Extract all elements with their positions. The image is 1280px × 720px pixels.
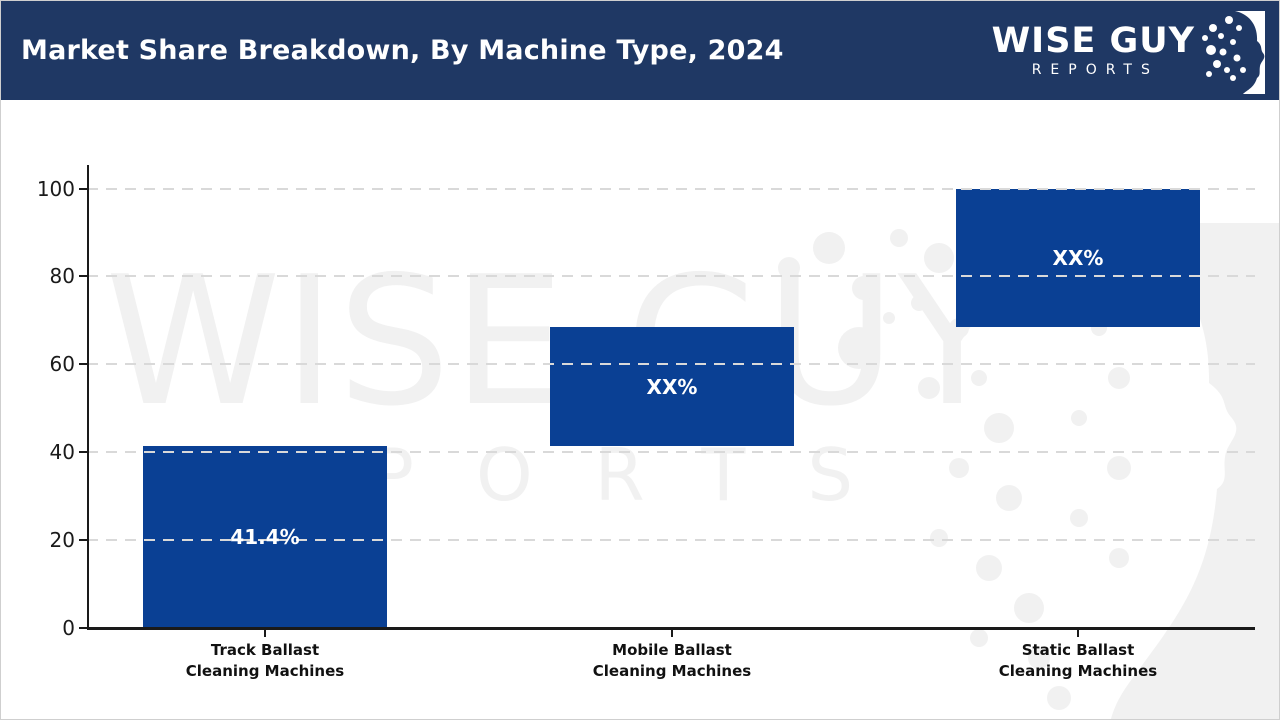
gridline-40 <box>87 451 1255 454</box>
gridline-60 <box>87 363 1255 366</box>
ytick-80 <box>79 275 87 278</box>
header: Market Share Breakdown, By Machine Type,… <box>1 1 1279 100</box>
gridline-80 <box>87 275 1255 278</box>
xtick-0 <box>264 629 266 637</box>
ytick-20 <box>79 539 87 542</box>
xtick-2 <box>1077 629 1079 637</box>
page-title: Market Share Breakdown, By Machine Type,… <box>21 35 784 66</box>
logo-face-icon <box>1202 10 1265 94</box>
category-line1: Track Ballast <box>210 641 320 659</box>
ytick-0 <box>79 627 87 629</box>
logo-wiseguy-label: WISE GUY <box>991 21 1195 61</box>
ytick-label-20: 20 <box>49 528 75 553</box>
ytick-60 <box>79 363 87 366</box>
gridline-100 <box>87 187 1255 190</box>
bar-segment-0 <box>143 446 387 628</box>
x-axis <box>87 627 1255 630</box>
bar-value-label-0: 41.4% <box>230 525 300 550</box>
category-line2: Cleaning Machines <box>998 662 1158 680</box>
y-axis <box>87 165 89 630</box>
bar-segment-1 <box>550 327 794 447</box>
xtick-1 <box>671 629 673 637</box>
ytick-100 <box>79 187 87 190</box>
category-label-2: Static Ballast Cleaning Machines <box>918 640 1238 682</box>
category-line1: Static Ballast <box>1021 641 1135 659</box>
gridline-20 <box>87 539 1255 542</box>
ytick-label-100: 100 <box>36 176 75 201</box>
category-line2: Cleaning Machines <box>592 662 752 680</box>
wiseguy-logo: WISE GUY REPORTS <box>992 8 1265 94</box>
category-label-1: Mobile Ballast Cleaning Machines <box>512 640 832 682</box>
ytick-label-80: 80 <box>49 264 75 289</box>
bar-value-label-1: XX% <box>646 374 698 399</box>
category-label-0: Track Ballast Cleaning Machines <box>105 640 425 682</box>
ytick-label-0: 0 <box>62 616 75 640</box>
ytick-label-60: 60 <box>49 352 75 377</box>
category-line1: Mobile Ballast <box>612 641 732 659</box>
logo-reports-label: REPORTS <box>1031 62 1159 78</box>
bar-value-label-2: XX% <box>1052 245 1104 270</box>
logo-text: WISE GUY REPORTS <box>992 23 1195 78</box>
ytick-label-40: 40 <box>49 440 75 465</box>
category-line2: Cleaning Machines <box>185 662 345 680</box>
ytick-40 <box>79 451 87 454</box>
